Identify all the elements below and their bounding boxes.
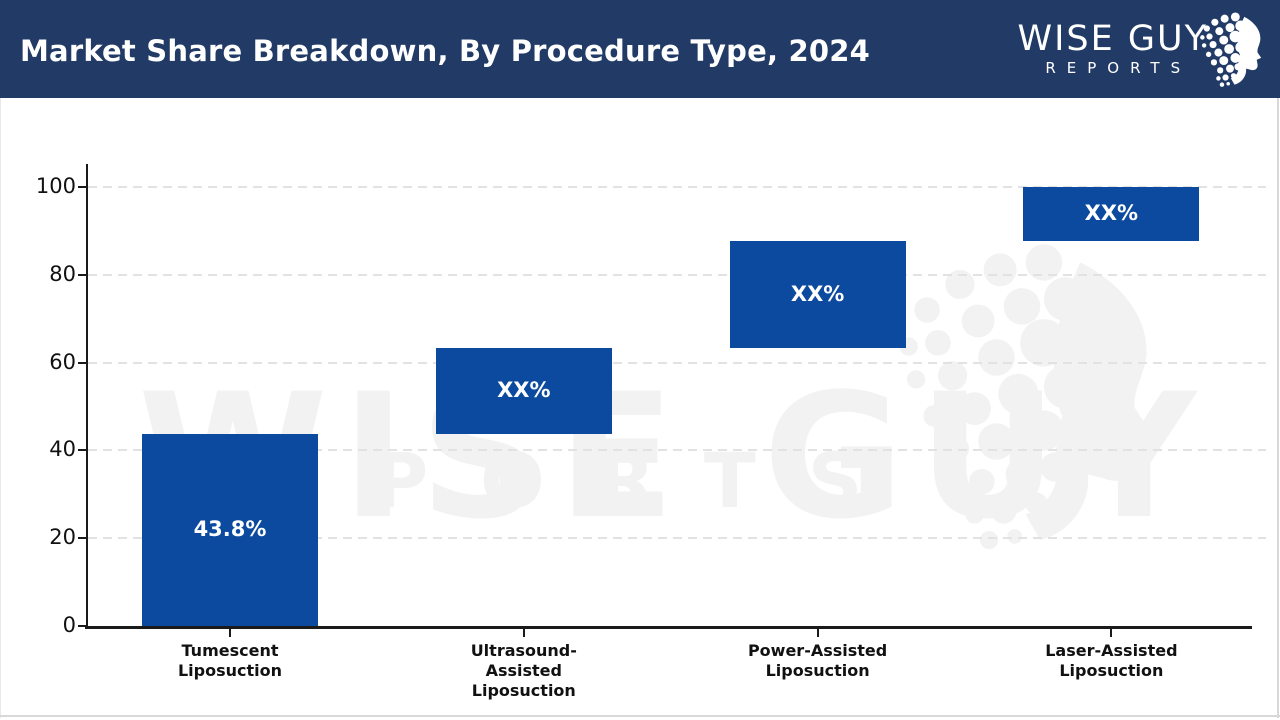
x-category-label: Power-Assisted Liposuction [698, 641, 938, 681]
y-tick-label: 20 [49, 525, 76, 550]
logo-sub-text: REPORTS [1045, 59, 1192, 78]
y-gridline [88, 537, 1266, 540]
x-category-label: Laser-Assisted Liposuction [991, 641, 1231, 681]
bar [729, 241, 906, 348]
bar-value-label: XX% [790, 281, 845, 306]
bar [1023, 187, 1200, 242]
x-category-label-line: Liposuction [471, 681, 576, 700]
figure-border-bottom [0, 715, 1280, 717]
wise-guy-reports-logo: WISE GUY REPORTS [1017, 8, 1266, 90]
figure-border-right [1277, 98, 1279, 718]
x-tick-mark [1110, 629, 1113, 637]
x-category-label-line: Assisted [485, 661, 562, 680]
y-tick-label: 60 [49, 349, 76, 374]
dotted-face-icon [1200, 12, 1262, 87]
y-tick-mark [78, 361, 86, 364]
x-category-label: Tumescent Liposuction [110, 641, 350, 681]
x-category-label-line: Liposuction [765, 661, 870, 680]
bar-value-label: 43.8% [193, 516, 267, 541]
figure-border-left [0, 98, 1, 718]
x-tick-mark [816, 629, 819, 637]
logo-brand-text: WISE GUY [1017, 18, 1208, 59]
y-gridline [88, 186, 1266, 188]
x-category-label: Ultrasound- Assisted Liposuction [404, 641, 644, 701]
y-tick-label: 80 [49, 261, 76, 286]
x-category-label-line: Liposuction [177, 661, 283, 680]
bar-value-label: XX% [1084, 201, 1139, 226]
x-axis-line [85, 626, 1252, 629]
y-gridline [88, 273, 1266, 276]
y-tick-mark [78, 537, 86, 540]
y-tick-mark [78, 449, 86, 452]
y-axis-spine [86, 164, 88, 627]
y-tick-label: 40 [49, 437, 76, 462]
bar [142, 433, 318, 626]
x-category-label-line: Liposuction [1059, 661, 1164, 680]
y-gridline [88, 361, 1266, 364]
bar [435, 347, 612, 434]
y-tick-mark [78, 273, 86, 276]
y-tick-label: 0 [62, 613, 76, 637]
y-tick-label: 100 [35, 174, 76, 198]
x-tick-mark [229, 629, 231, 637]
x-category-label-line: Laser-Assisted [1045, 641, 1178, 660]
x-category-label-line: Power-Assisted [747, 641, 888, 660]
header-bar: Market Share Breakdown, By Procedure Typ… [0, 0, 1280, 98]
y-tick-mark [78, 625, 86, 627]
y-tick-mark [78, 186, 86, 188]
x-tick-mark [522, 629, 525, 637]
bar-chart-plot: 0 20 40 60 80 100 43.8% Tumescent Liposuction XX%… [0, 98, 1280, 720]
logo-text: WISE GUY REPORTS [1017, 18, 1208, 78]
x-category-label-line: Ultrasound- [470, 641, 577, 660]
bar-value-label: XX% [497, 377, 551, 402]
x-category-label-line: Tumescent [181, 641, 279, 660]
y-gridline [88, 449, 1266, 452]
chart-title: Market Share Breakdown, By Procedure Typ… [20, 34, 871, 68]
